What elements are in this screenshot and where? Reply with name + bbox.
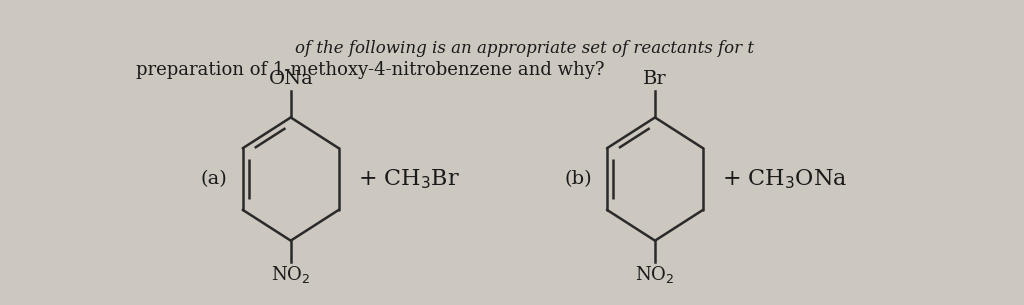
Text: NO$_2$: NO$_2$ bbox=[635, 264, 675, 285]
Text: Br: Br bbox=[643, 70, 667, 88]
Text: preparation of 1-methoxy-4-nitrobenzene and why?: preparation of 1-methoxy-4-nitrobenzene … bbox=[136, 61, 604, 79]
Text: + CH$_3$Br: + CH$_3$Br bbox=[358, 167, 460, 191]
Text: (a): (a) bbox=[200, 170, 227, 188]
Text: of the following is an appropriate set of reactants for t: of the following is an appropriate set o… bbox=[295, 41, 755, 57]
Text: (b): (b) bbox=[564, 170, 592, 188]
Text: NO$_2$: NO$_2$ bbox=[271, 264, 310, 285]
Text: + CH$_3$ONa: + CH$_3$ONa bbox=[722, 167, 848, 191]
Text: ONa: ONa bbox=[268, 70, 313, 88]
